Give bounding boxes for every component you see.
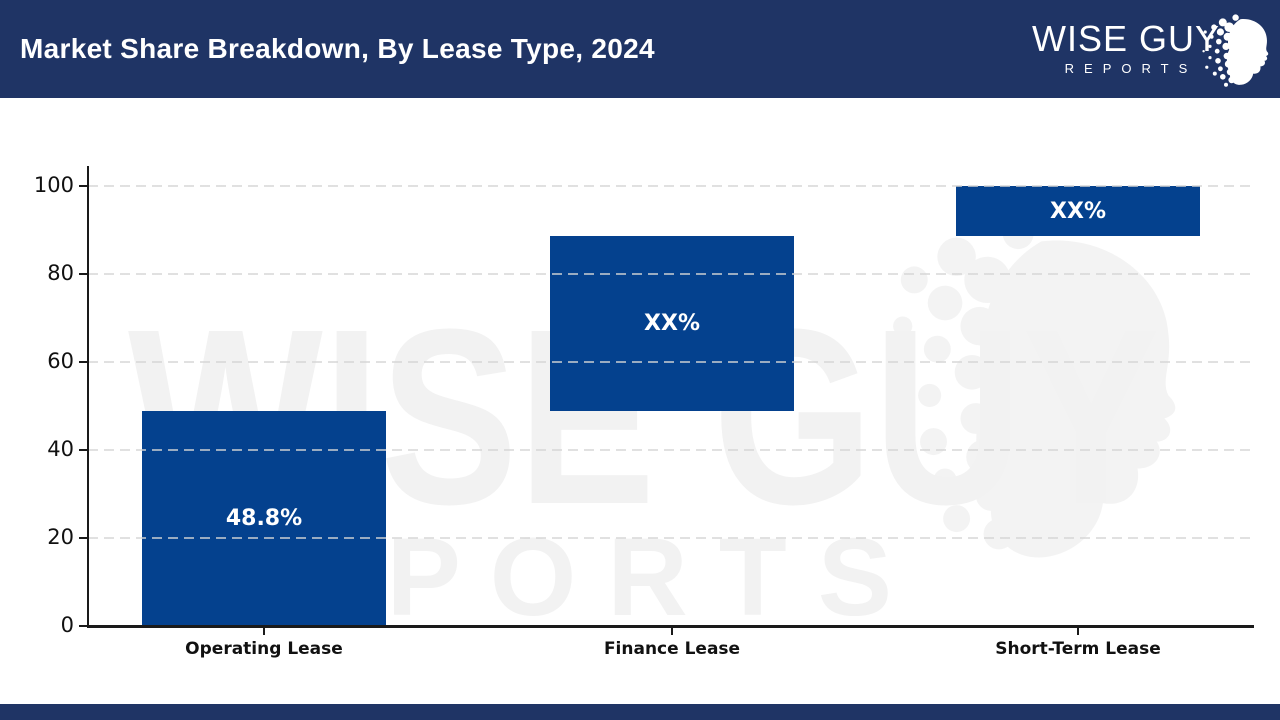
y-tick-40	[79, 449, 87, 451]
category-label-1: Operating Lease	[185, 639, 343, 659]
gridline-40	[88, 449, 1253, 451]
watermark-face	[887, 218, 1176, 558]
bar-value-label: XX%	[1050, 198, 1106, 224]
gridline-20	[88, 537, 1253, 539]
y-tick-label-0: 0	[60, 613, 74, 637]
y-tick-label-100: 100	[33, 173, 74, 197]
category-label-2: Finance Lease	[603, 639, 741, 659]
bar-value-label: 48.8%	[225, 506, 303, 532]
y-tick-60	[79, 361, 87, 363]
gridline-60	[88, 361, 1253, 363]
plot-area: WISE GUY R E P O R T S 0 20	[0, 98, 1280, 704]
gridline-80	[88, 273, 1253, 275]
wise-guy-reports-logo: WISE GUY REPORTS	[1014, 4, 1274, 94]
logo-face-icon	[1202, 14, 1269, 87]
y-tick-100	[79, 185, 87, 187]
y-tick-label-40: 40	[47, 437, 74, 461]
bar-short-term-lease: XX%	[956, 186, 1200, 237]
gridline-100	[88, 185, 1253, 187]
category-label-3: Short-Term Lease	[995, 639, 1161, 659]
x-tick-2	[671, 628, 673, 635]
logo-subtitle: REPORTS	[1064, 61, 1198, 76]
bar-finance-lease: XX%	[550, 236, 794, 412]
y-axis-line	[87, 166, 89, 628]
logo-text: WISE GUY REPORTS	[1031, 18, 1220, 77]
y-tick-label-80: 80	[47, 261, 74, 285]
footer-bar	[0, 704, 1280, 720]
logo-wordmark: WISE GUY	[1031, 18, 1220, 59]
x-tick-3	[1077, 628, 1079, 635]
y-tick-label-20: 20	[47, 525, 74, 549]
bar-operating-lease: 48.8%	[142, 411, 386, 626]
bar-value-label: XX%	[644, 311, 700, 337]
header-bar: Market Share Breakdown, By Lease Type, 2…	[0, 0, 1280, 98]
chart-title: Market Share Breakdown, By Lease Type, 2…	[20, 33, 655, 64]
y-tick-label-60: 60	[47, 349, 74, 373]
x-axis-line	[87, 625, 1254, 628]
x-tick-1	[263, 628, 265, 635]
y-tick-20	[79, 537, 87, 539]
y-tick-0	[79, 625, 87, 627]
y-tick-80	[79, 273, 87, 275]
